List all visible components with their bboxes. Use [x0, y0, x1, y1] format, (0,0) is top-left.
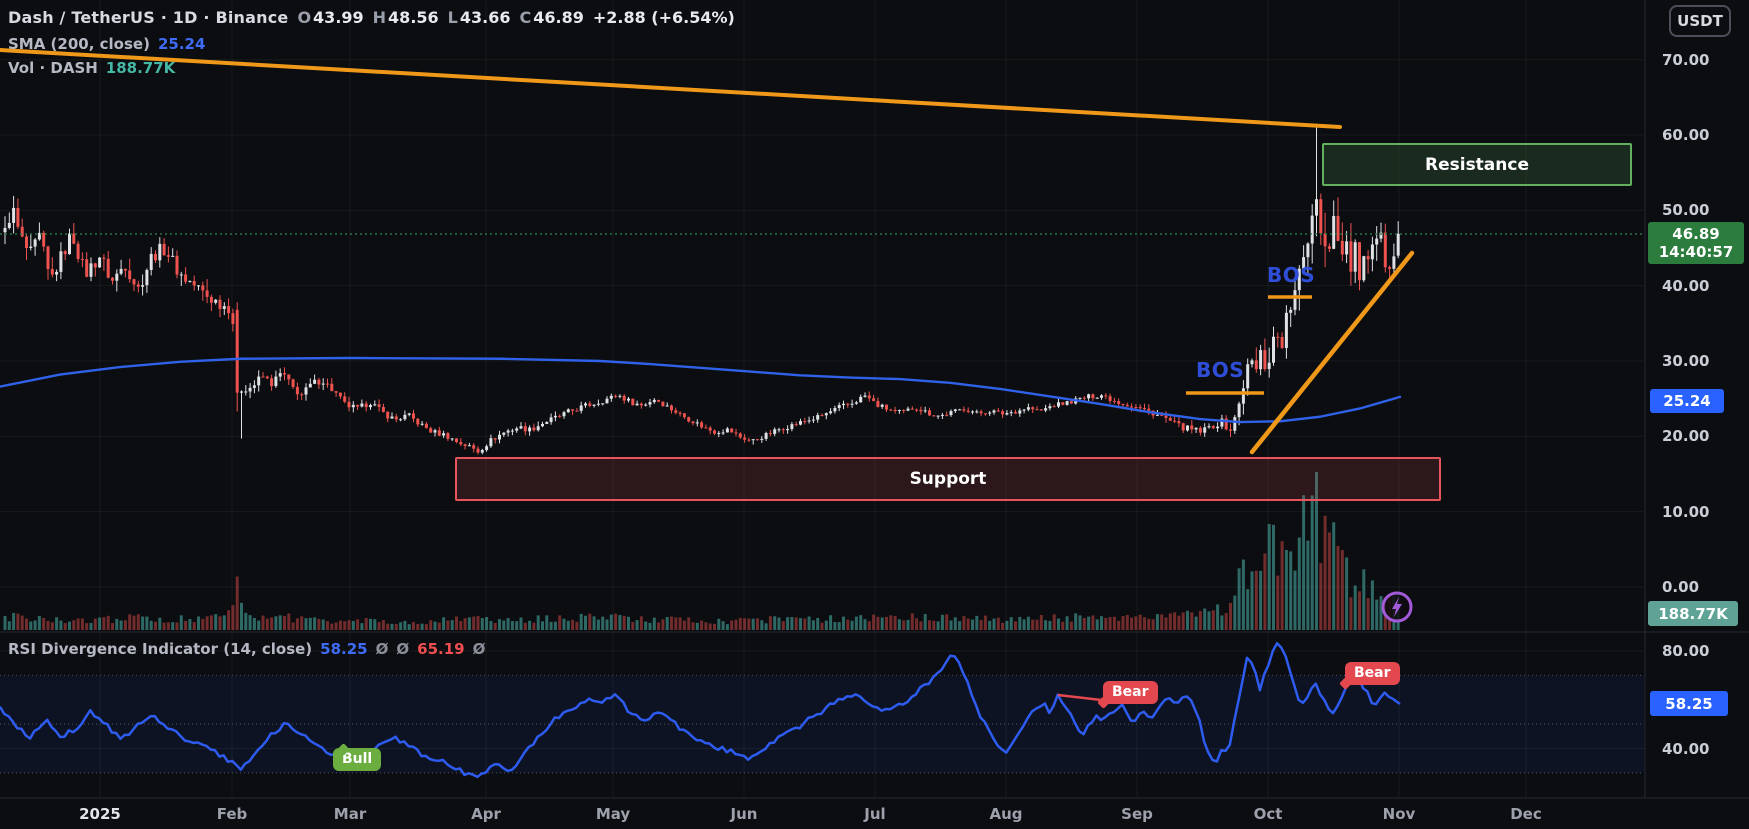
sma-200-line [0, 356, 1402, 424]
price-tick-label: 60.00 [1662, 126, 1710, 145]
time-label-month[interactable]: Dec [1510, 805, 1542, 823]
support-label: Support [909, 469, 987, 489]
price-tick-label: 0.00 [1662, 578, 1700, 596]
currency-toggle-button[interactable]: USDT [1669, 5, 1731, 37]
rsi-bear-value: 65.19 [417, 640, 465, 658]
volume-legend-name: Vol · DASH [8, 59, 98, 77]
lightning-icon [1381, 591, 1413, 623]
time-label-month[interactable]: Jul [864, 805, 886, 823]
price-axis-panel[interactable]: USDT 0.00 10.00 20.00 30.00 40.00 50.00 60.00 7… [1644, 0, 1749, 829]
ohlc-high: H 48.56 [372, 8, 439, 27]
volume-value-badge: 188.77K [1648, 601, 1738, 626]
descending-resistance-trendline [0, 48, 1342, 129]
resistance-zone-box[interactable]: Resistance [1322, 143, 1632, 186]
time-label-month[interactable]: Sep [1121, 805, 1153, 823]
ascending-support-trendline [1249, 250, 1415, 455]
rsi-null-symbol: Ø [472, 640, 486, 658]
symbol-title[interactable]: Dash / TetherUS · 1D · Binance [8, 8, 289, 27]
last-price-badge: 46.89 14:40:57 [1648, 222, 1744, 264]
ohlc-close: C 46.89 [519, 8, 584, 27]
bos-label-lower[interactable]: BOS [1196, 358, 1245, 382]
price-tick-label: 30.00 [1662, 352, 1710, 370]
time-label-year[interactable]: 2025 [79, 805, 121, 823]
gridlines [0, 0, 1644, 798]
price-tick-label: 10.00 [1662, 502, 1710, 521]
sma-legend-value: 25.24 [157, 35, 206, 53]
time-label-month[interactable]: Jun [730, 805, 758, 823]
rsi-legend-name: RSI Divergence Indicator (14, close) [8, 640, 313, 658]
ohlc-low: L 43.66 [447, 8, 511, 27]
rsi-band [0, 674, 1644, 774]
rsi-legend[interactable]: RSI Divergence Indicator (14, close) 58.… [8, 640, 485, 658]
bos-label-upper[interactable]: BOS [1267, 263, 1316, 287]
volume-legend-value: 188.77K [105, 59, 176, 77]
ohlc-open: O 43.99 [297, 8, 364, 27]
support-zone-box[interactable]: Support [455, 457, 1441, 501]
rsi-null-symbol: Ø [375, 640, 389, 658]
last-price-value: 46.89 [1672, 225, 1720, 243]
rsi-tick-label: 40.00 [1662, 739, 1710, 758]
rsi-value-badge: 58.25 [1650, 691, 1728, 716]
bull-divergence-badge[interactable]: Bull [333, 748, 382, 771]
pane-separators [0, 0, 1749, 799]
time-label-month[interactable]: Nov [1382, 805, 1416, 823]
rsi-tick-label: 80.00 [1662, 642, 1710, 660]
volume-legend[interactable]: Vol · DASH 188.77K [8, 59, 175, 77]
sma-value-badge: 25.24 [1650, 389, 1724, 413]
time-label-month[interactable]: Mar [333, 805, 367, 823]
sma-legend-name: SMA (200, close) [8, 35, 150, 53]
lightning-boost-button[interactable] [1380, 590, 1414, 624]
time-label-month[interactable]: Feb [216, 805, 248, 823]
resistance-label: Resistance [1425, 154, 1529, 175]
price-tick-label: 50.00 [1662, 201, 1710, 220]
trendline-drawings[interactable] [0, 48, 1415, 703]
time-label-month[interactable]: Apr [471, 805, 501, 823]
volume-bars [3, 472, 1400, 630]
rsi-null-symbol: Ø [396, 640, 410, 658]
bear-divergence-badge-2[interactable]: Bear [1345, 662, 1400, 685]
sma-legend[interactable]: SMA (200, close) 25.24 [8, 35, 205, 53]
bar-countdown-timer: 14:40:57 [1658, 243, 1734, 261]
bear-divergence-badge-1[interactable]: Bear [1103, 681, 1158, 704]
time-label-month[interactable]: Aug [989, 805, 1023, 823]
time-axis[interactable]: 2025 Feb Mar Apr May Jun Jul Aug Sep Oct Nov Dec [0, 798, 1644, 829]
price-tick-label: 20.00 [1662, 427, 1710, 446]
time-label-month[interactable]: Oct [1253, 805, 1283, 823]
time-label-month[interactable]: May [595, 805, 631, 823]
price-change: +2.88 (+6.54%) [592, 8, 735, 27]
rsi-legend-value: 58.25 [320, 640, 368, 658]
price-tick-label: 70.00 [1662, 50, 1710, 69]
candlesticks [3, 123, 1400, 455]
price-tick-label: 40.00 [1662, 276, 1710, 295]
rsi-line [0, 641, 1401, 779]
